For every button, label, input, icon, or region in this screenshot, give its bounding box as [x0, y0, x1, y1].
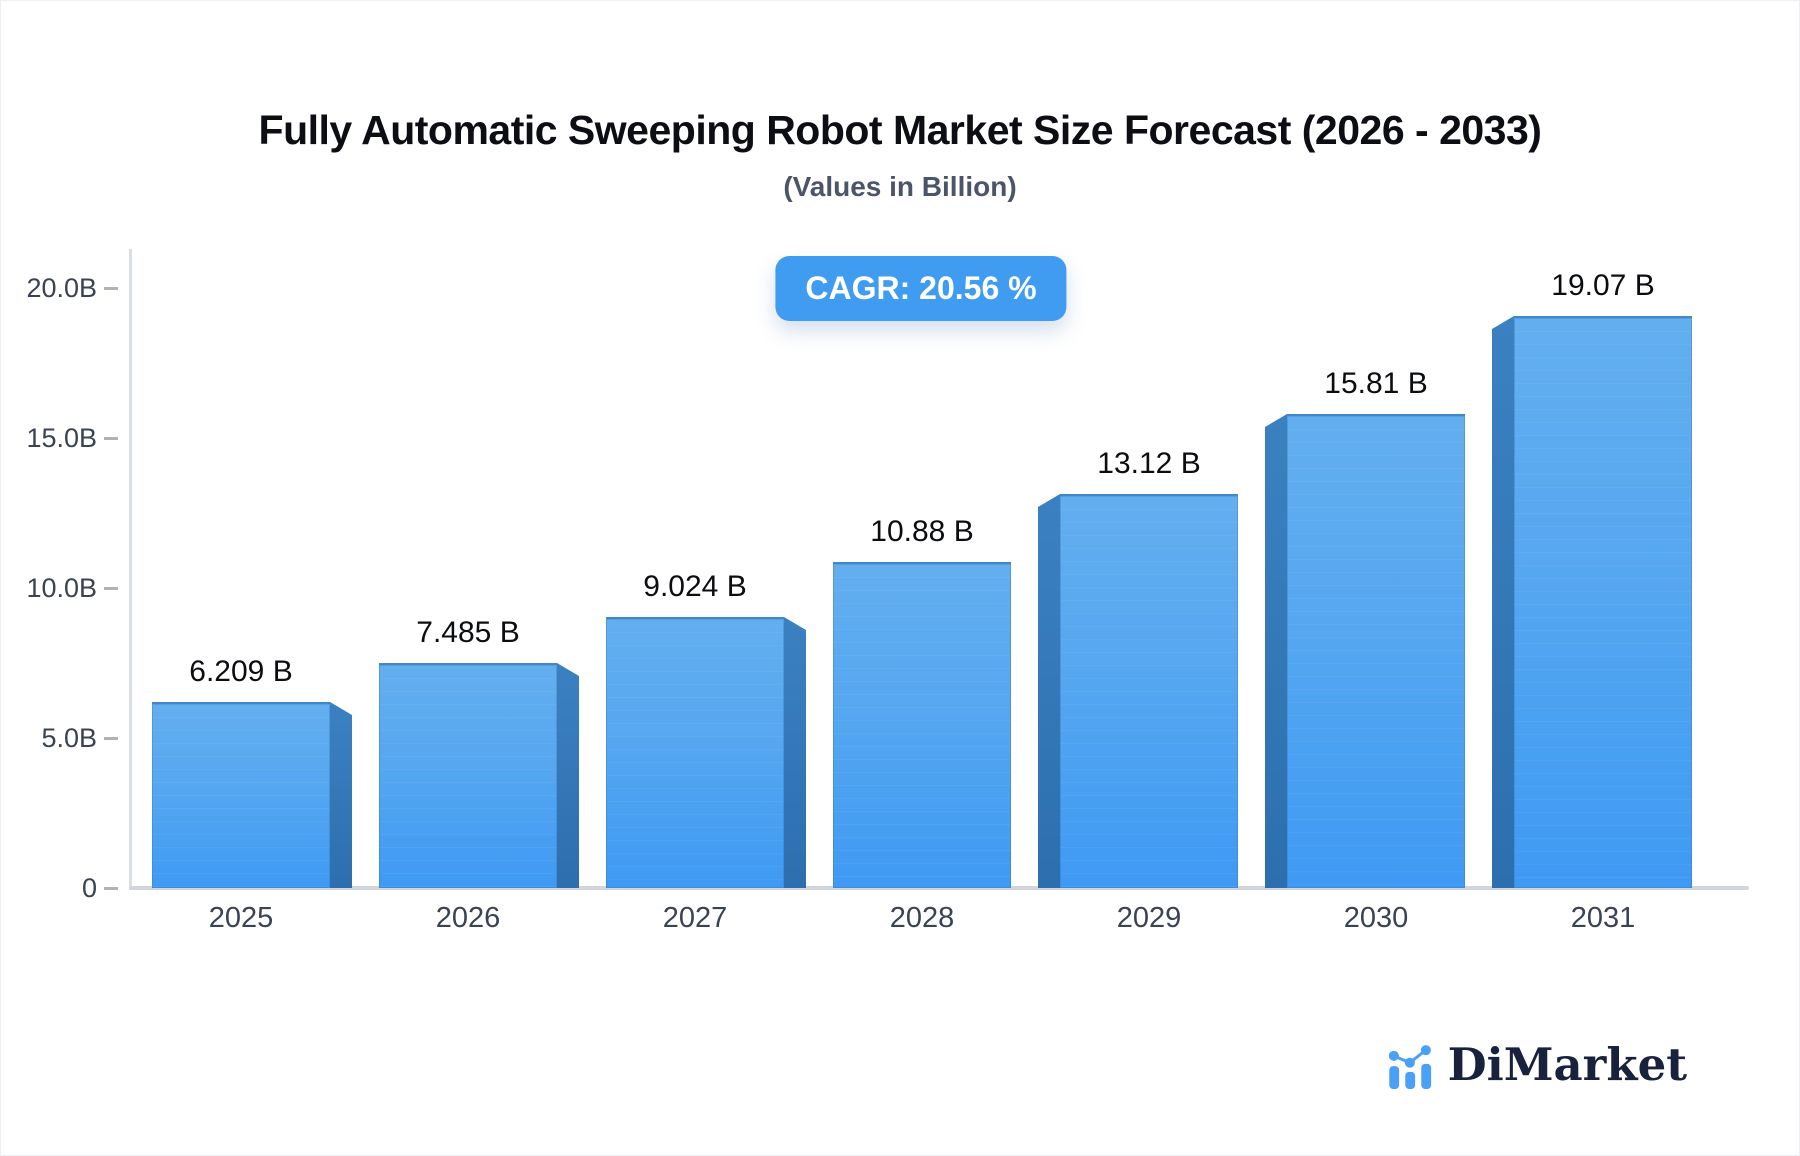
bar-value-label: 9.024 B — [643, 570, 747, 603]
bar-value-label: 15.81 B — [1324, 367, 1428, 400]
cagr-badge: CAGR: 20.56 % — [775, 256, 1067, 321]
y-axis-tick — [104, 437, 118, 440]
bar-side-face — [1265, 414, 1287, 888]
bar-value-label: 19.07 B — [1551, 269, 1655, 302]
x-axis-label: 2031 — [1570, 902, 1636, 934]
bar-2029 — [1060, 494, 1238, 888]
x-axis-label: 2028 — [889, 902, 955, 934]
y-axis-tick-label: 5.0B — [41, 723, 97, 753]
y-axis-tick — [104, 287, 118, 290]
bar-2025 — [152, 702, 330, 888]
bar-value-label: 13.12 B — [1097, 447, 1201, 480]
brand-name: DiMarket — [1447, 1038, 1687, 1091]
bar-2028 — [833, 562, 1011, 888]
bar-2031 — [1514, 316, 1692, 888]
bar-side-face — [557, 663, 579, 888]
y-axis-tick-label: 15.0B — [26, 423, 97, 453]
bar-2027 — [606, 617, 784, 888]
y-axis-tick-label: 0 — [81, 873, 97, 903]
x-axis-label: 2029 — [1116, 902, 1182, 934]
bar-side-face — [330, 702, 352, 888]
x-axis-label: 2026 — [435, 902, 501, 934]
bar-2030 — [1287, 414, 1465, 888]
x-axis-line — [129, 886, 1749, 890]
y-axis-tick-label: 10.0B — [26, 573, 97, 603]
x-axis-label: 2027 — [662, 902, 728, 934]
bar-side-face — [1038, 494, 1060, 888]
y-axis-tick-label: 20.0B — [26, 273, 97, 303]
bar-side-face — [784, 617, 806, 888]
bar-value-label: 10.88 B — [870, 515, 974, 548]
y-axis-tick — [104, 887, 118, 890]
bar-value-label: 7.485 B — [416, 616, 520, 649]
x-axis-label: 2025 — [208, 902, 274, 934]
y-axis-tick — [104, 737, 118, 740]
bar-2026 — [379, 663, 557, 888]
chart-title: Fully Automatic Sweeping Robot Market Si… — [258, 107, 1542, 153]
bar-line-chart-icon — [1388, 1041, 1434, 1089]
y-axis-tick — [104, 587, 118, 590]
brand-logo: DiMarket — [1388, 1033, 1687, 1097]
y-axis-line — [129, 249, 132, 890]
bar-value-label: 6.209 B — [189, 655, 293, 688]
bar-side-face — [1492, 316, 1514, 888]
chart-subtitle: (Values in Billion) — [783, 171, 1017, 202]
x-axis-label: 2030 — [1343, 902, 1409, 934]
